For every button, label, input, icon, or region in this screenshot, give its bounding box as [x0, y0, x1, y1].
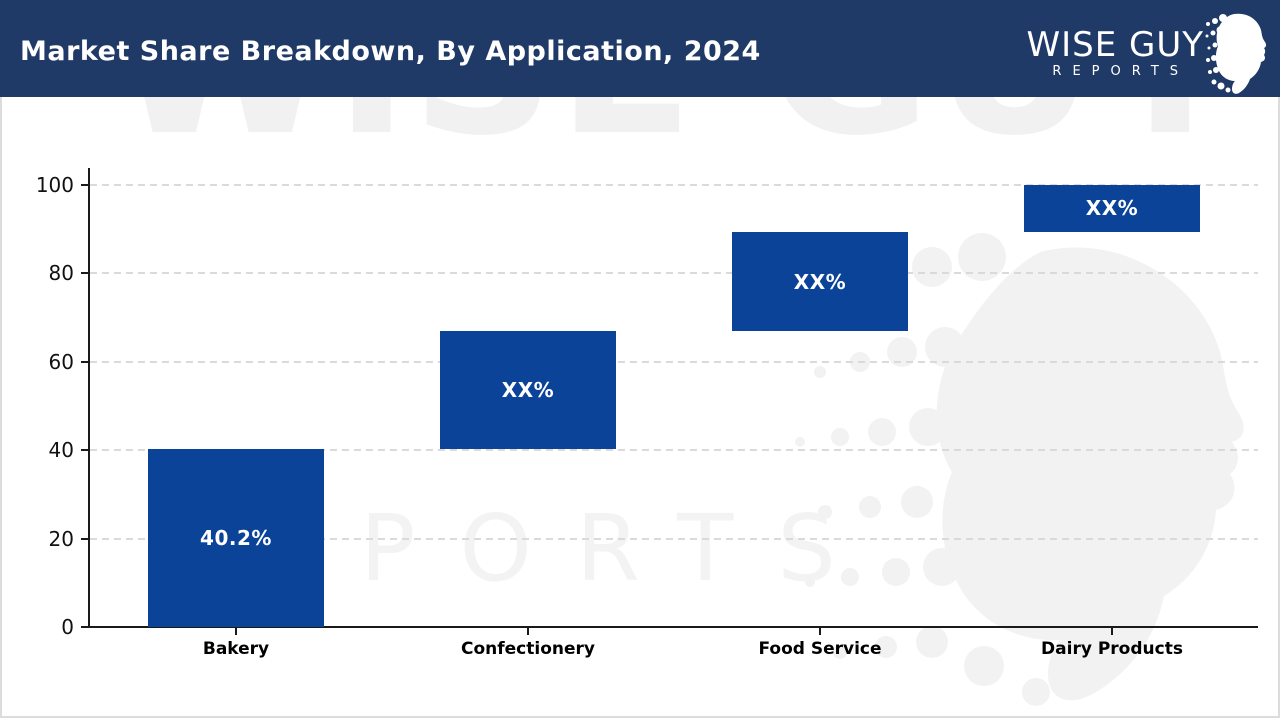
logo-reports-text: REPORTS [1052, 64, 1190, 79]
gridline [90, 537, 1258, 540]
bar-dairy-products: XX% [1024, 185, 1200, 232]
category-label: Food Service [758, 639, 882, 659]
x-axis-tick [527, 628, 529, 635]
y-axis-tick-label: 100 [35, 173, 74, 197]
logo-brand-text: WISE GUY [1026, 25, 1204, 65]
wiseguy-logo: WISE GUY REPORTS [996, 6, 1266, 94]
y-axis-tick [81, 184, 89, 186]
y-axis-tick-label: 0 [61, 615, 74, 639]
gridline [90, 184, 1258, 186]
y-axis-tick-label: 20 [48, 526, 74, 551]
y-axis-tick-label: 40 [48, 438, 74, 463]
category-label: Confectionery [461, 639, 595, 659]
bar-confectionery: XX% [440, 331, 616, 450]
header: Market Share Breakdown, By Application, … [0, 0, 1280, 97]
gridline [90, 272, 1258, 275]
logo-face-icon [1205, 13, 1266, 94]
bar-value-label: XX% [793, 269, 847, 294]
bar-value-label: 40.2% [200, 526, 272, 551]
y-axis-tick-label: 60 [48, 349, 74, 374]
x-axis-tick [819, 628, 821, 635]
logo-text: WISE GUY REPORTS [1026, 28, 1204, 79]
category-label: Dairy Products [1041, 639, 1183, 659]
y-axis [88, 168, 90, 628]
category-label: Bakery [202, 639, 270, 659]
y-axis-tick [81, 272, 89, 275]
bar-value-label: XX% [1085, 196, 1139, 221]
x-axis [85, 626, 1258, 628]
chart-area: WISE GUY REPORTS 02040608010040.2%Bakery… [0, 97, 1280, 718]
y-axis-tick [81, 360, 89, 363]
y-axis-tick [81, 449, 89, 452]
bar-food-service: XX% [732, 231, 908, 332]
page-title: Market Share Breakdown, By Application, … [20, 36, 761, 67]
bar-value-label: XX% [501, 378, 555, 403]
watermark-brand-text: WISE GUY [112, 97, 1245, 180]
bar-bakery: 40.2% [148, 449, 324, 627]
x-axis-tick [1111, 628, 1113, 635]
y-axis-tick-label: 80 [48, 261, 74, 286]
x-axis-tick [235, 628, 237, 635]
gridline [90, 360, 1258, 363]
gridline [90, 449, 1258, 452]
y-axis-tick [81, 537, 89, 540]
plot: 0 20 40 60 80 100 40.2% Bakery XX% Confectionery X… [0, 97, 1280, 718]
